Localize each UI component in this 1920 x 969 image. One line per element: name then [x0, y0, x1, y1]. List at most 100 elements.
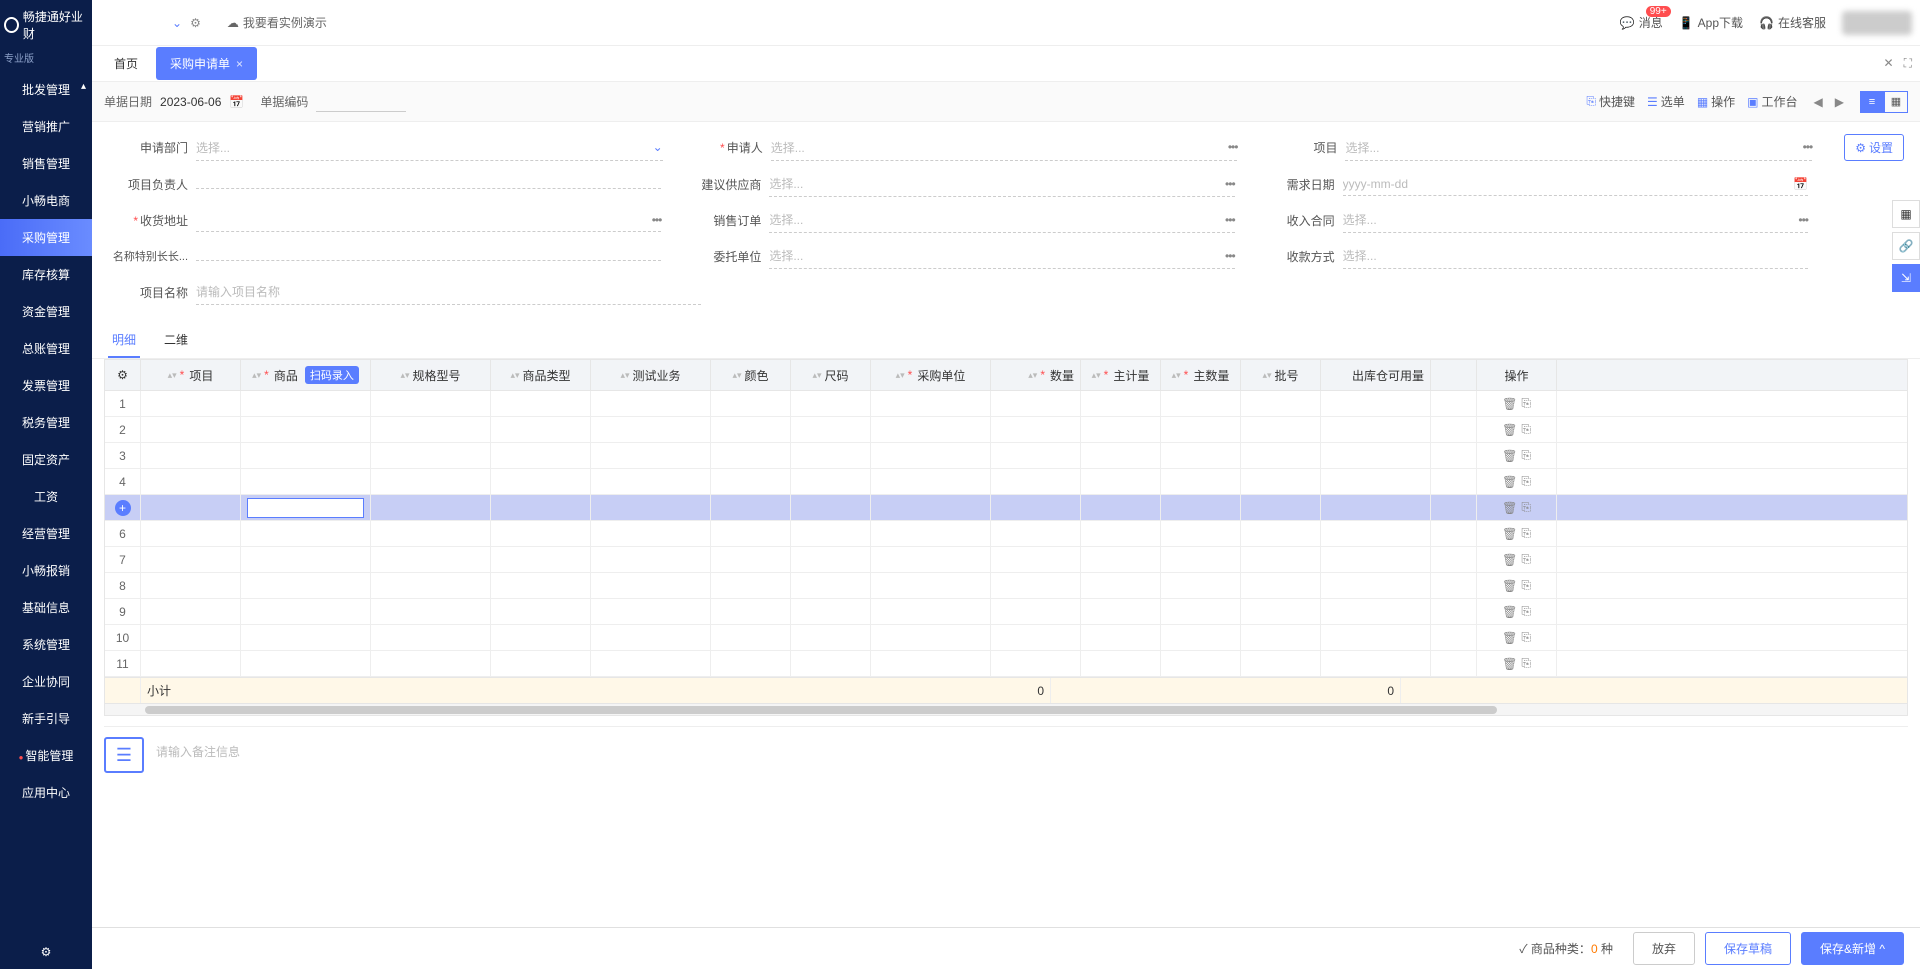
remarks-input[interactable]: 请输入备注信息	[156, 737, 1908, 773]
h-scrollbar[interactable]	[104, 704, 1908, 716]
table-row[interactable]: 9🗑⎘	[105, 599, 1907, 625]
delete-icon[interactable]: 🗑	[1502, 579, 1517, 593]
sidebar-item[interactable]: 采购管理	[0, 219, 92, 256]
sidebar-item[interactable]: 系统管理	[0, 626, 92, 663]
table-row[interactable]: 6🗑⎘	[105, 521, 1907, 547]
sidebar-item[interactable]: 营销推广	[0, 108, 92, 145]
sidebar-item[interactable]: 销售管理	[0, 145, 92, 182]
dept-input[interactable]: 选择...⌄	[196, 135, 663, 161]
sidebar-item[interactable]: 资金管理	[0, 293, 92, 330]
sidebar-item[interactable]: 工资	[0, 478, 92, 515]
pname-input[interactable]: 请输入项目名称	[196, 279, 701, 305]
rail-btn-2[interactable]: 🔗	[1892, 232, 1920, 260]
demo-link[interactable]: ☁ 我要看实例演示	[227, 14, 327, 31]
code-input[interactable]	[316, 92, 406, 112]
table-row[interactable]: 1🗑⎘	[105, 391, 1907, 417]
close-tab-icon[interactable]: ✕	[1884, 56, 1894, 71]
close-icon[interactable]: ×	[236, 57, 243, 71]
detail-tab[interactable]: 二维	[160, 323, 192, 358]
sidebar-item[interactable]: 总账管理	[0, 330, 92, 367]
col-size[interactable]: ▴▾尺码	[791, 360, 871, 390]
messages-button[interactable]: 💬 消息 99+	[1620, 14, 1663, 31]
user-avatar[interactable]	[1842, 11, 1912, 35]
add-row-icon[interactable]: +	[115, 500, 131, 516]
col-product[interactable]: ▴▾*商品扫码录入	[241, 360, 371, 390]
table-row[interactable]: 4🗑⎘	[105, 469, 1907, 495]
select-link[interactable]: ☰选单	[1647, 93, 1685, 110]
sidebar-item[interactable]: 应用中心	[0, 774, 92, 811]
table-row[interactable]: 3🗑⎘	[105, 443, 1907, 469]
delete-icon[interactable]: 🗑	[1502, 501, 1517, 515]
calendar-icon[interactable]: 📅	[229, 95, 244, 109]
rail-btn-1[interactable]: ▦	[1892, 200, 1920, 228]
addr-input[interactable]: •••	[196, 209, 661, 232]
shortcut-link[interactable]: ⎘快捷键	[1586, 93, 1635, 110]
support-button[interactable]: 🎧 在线客服	[1759, 14, 1826, 31]
col-color[interactable]: ▴▾颜色	[711, 360, 791, 390]
prev-icon[interactable]: ◀	[1810, 93, 1827, 111]
sidebar-item[interactable]: 企业协同	[0, 663, 92, 700]
table-row[interactable]: 2🗑⎘	[105, 417, 1907, 443]
product-cell-input[interactable]	[247, 498, 364, 518]
table-row[interactable]: 11🗑⎘	[105, 651, 1907, 677]
copy-icon[interactable]: ⎘	[1521, 630, 1531, 645]
sidebar-item[interactable]: 固定资产	[0, 441, 92, 478]
save-new-button[interactable]: 保存&新增 ^	[1801, 932, 1904, 965]
col-project[interactable]: ▴▾*项目	[141, 360, 241, 390]
col-mqty[interactable]: ▴▾*主数量	[1161, 360, 1241, 390]
income-input[interactable]: 选择...•••	[1343, 207, 1808, 233]
table-row[interactable]: 7🗑⎘	[105, 547, 1907, 573]
need-input[interactable]: yyyy-mm-dd📅	[1343, 173, 1808, 196]
long-input[interactable]	[196, 252, 661, 261]
setting-button[interactable]: ⚙设置	[1844, 134, 1904, 161]
copy-icon[interactable]: ⎘	[1521, 422, 1531, 437]
copy-icon[interactable]: ⎘	[1521, 656, 1531, 671]
remarks-icon[interactable]: ☰	[104, 737, 144, 773]
sidebar-settings[interactable]: ⚙	[0, 935, 92, 969]
col-munit[interactable]: ▴▾*主计量	[1081, 360, 1161, 390]
copy-icon[interactable]: ⎘	[1521, 474, 1531, 489]
copy-icon[interactable]: ⎘	[1521, 578, 1531, 593]
detail-tab[interactable]: 明细	[108, 323, 140, 358]
pay-input[interactable]: 选择...	[1343, 243, 1808, 269]
col-unit[interactable]: ▴▾*采购单位	[871, 360, 991, 390]
sidebar-item[interactable]: 基础信息	[0, 589, 92, 626]
sidebar-item[interactable]: 智能管理	[0, 737, 92, 774]
sidebar-item[interactable]: 税务管理	[0, 404, 92, 441]
sidebar-item[interactable]: 新手引导	[0, 700, 92, 737]
sidebar-item[interactable]: 库存核算	[0, 256, 92, 293]
delete-icon[interactable]: 🗑	[1502, 423, 1517, 437]
copy-icon[interactable]: ⎘	[1521, 396, 1531, 411]
delete-icon[interactable]: 🗑	[1502, 527, 1517, 541]
view-card-button[interactable]: ▦	[1884, 91, 1908, 113]
discard-button[interactable]: 放弃	[1633, 932, 1695, 965]
col-qty[interactable]: ▴▾*数量	[991, 360, 1081, 390]
save-draft-button[interactable]: 保存草稿	[1705, 932, 1791, 965]
tab[interactable]: 首页	[100, 47, 152, 80]
delete-icon[interactable]: 🗑	[1502, 553, 1517, 567]
col-gear[interactable]: ⚙	[105, 360, 141, 390]
col-test[interactable]: ▴▾测试业务	[591, 360, 711, 390]
sidebar-item[interactable]: 经营管理	[0, 515, 92, 552]
chevron-down-icon[interactable]: ⌄	[172, 16, 182, 30]
copy-icon[interactable]: ⎘	[1521, 448, 1531, 463]
rail-btn-3[interactable]: ⇲	[1892, 264, 1920, 292]
col-batch[interactable]: ▴▾批号	[1241, 360, 1321, 390]
tab[interactable]: 采购申请单×	[156, 47, 257, 80]
delete-icon[interactable]: 🗑	[1502, 605, 1517, 619]
sales-input[interactable]: 选择...•••	[769, 207, 1234, 233]
table-row[interactable]: 10🗑⎘	[105, 625, 1907, 651]
next-icon[interactable]: ▶	[1831, 93, 1848, 111]
owner-input[interactable]	[196, 180, 661, 189]
sidebar-item[interactable]: 小畅电商	[0, 182, 92, 219]
table-row[interactable]: +🗑⎘	[105, 495, 1907, 521]
delete-icon[interactable]: 🗑	[1502, 631, 1517, 645]
delete-icon[interactable]: 🗑	[1502, 449, 1517, 463]
copy-icon[interactable]: ⎘	[1521, 604, 1531, 619]
workbench-link[interactable]: ▣工作台	[1747, 93, 1797, 110]
col-spec[interactable]: ▴▾规格型号	[371, 360, 491, 390]
org-selector[interactable]	[100, 10, 164, 35]
sidebar-item[interactable]: 批发管理	[0, 71, 92, 108]
operate-link[interactable]: ▦操作	[1697, 93, 1735, 110]
project-input[interactable]: 选择...•••	[1345, 135, 1812, 161]
